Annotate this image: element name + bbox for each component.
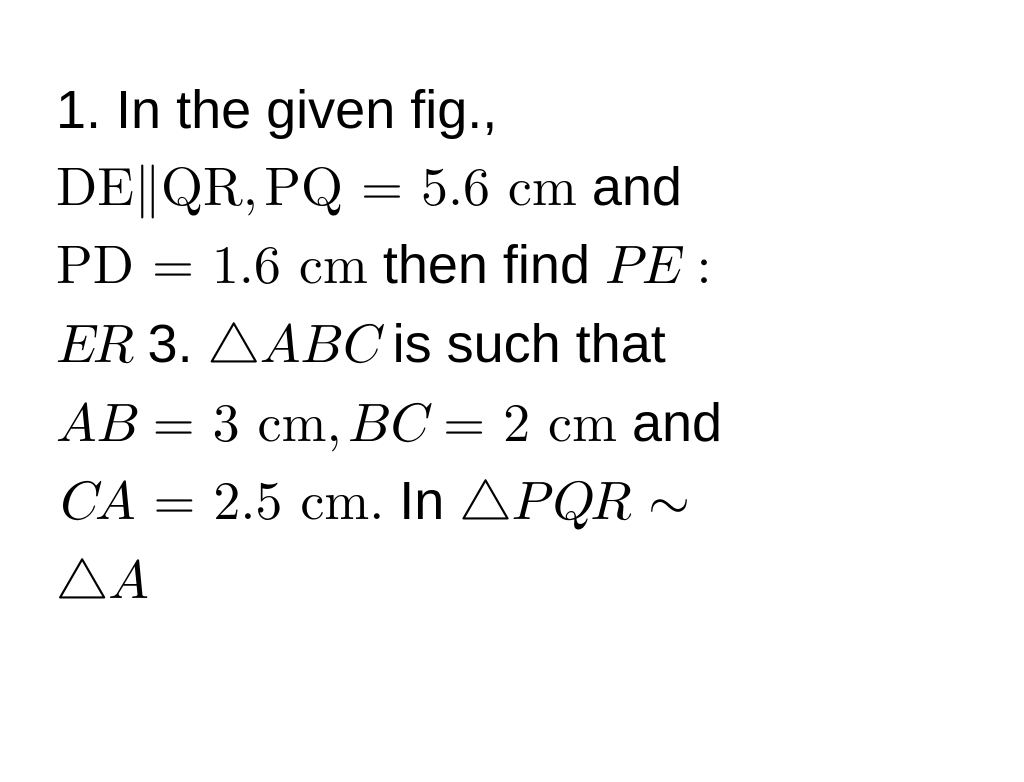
math-parallel: ∥ bbox=[134, 162, 161, 216]
math-1-6: 1.6 bbox=[212, 240, 281, 294]
line-5-tail: and bbox=[617, 393, 722, 453]
line-6-in: In bbox=[384, 471, 459, 531]
math-PQR: PQR bbox=[512, 476, 631, 530]
math-ER: ER bbox=[56, 319, 133, 373]
line-4: ER 3. △ABC is such that bbox=[56, 306, 968, 385]
line-2-tail: and bbox=[577, 157, 682, 217]
math-PD: PD bbox=[56, 240, 134, 294]
math-5-6: 5.6 bbox=[421, 162, 490, 216]
math-cm-5: cm bbox=[282, 476, 369, 530]
math-cm-2: cm bbox=[281, 240, 368, 294]
math-PQ: PQ bbox=[264, 162, 343, 216]
math-3: 3 bbox=[213, 398, 240, 452]
math-period: . bbox=[369, 476, 384, 530]
line-3-mid: then find bbox=[368, 235, 605, 295]
math-similar: ∼ bbox=[630, 476, 690, 530]
math-DE: DE bbox=[56, 162, 134, 216]
triangle-icon-2: △ bbox=[459, 476, 511, 530]
math-colon: : bbox=[679, 240, 712, 294]
line-4-tail: is such that bbox=[378, 314, 666, 374]
math-PE: PE bbox=[605, 240, 679, 294]
line-6: CA = 2.5 cm. In △PQR ∼ bbox=[56, 463, 968, 542]
line-5: AB = 3 cm,BC = 2 cm and bbox=[56, 385, 968, 464]
math-A: A bbox=[108, 555, 149, 609]
math-QR-comma: QR, bbox=[161, 162, 258, 216]
math-2-5: 2.5 bbox=[213, 476, 282, 530]
math-CA: CA bbox=[56, 476, 136, 530]
math-AB: AB bbox=[56, 398, 135, 452]
math-ABC: ABC bbox=[260, 319, 378, 373]
math-eq-3: = bbox=[135, 398, 213, 452]
math-eq-5: = bbox=[136, 476, 214, 530]
math-BC: BC bbox=[348, 398, 425, 452]
triangle-icon-3: △ bbox=[56, 555, 108, 609]
line-2: DE∥QR,PQ = 5.6 cm and bbox=[56, 149, 968, 228]
math-cm-3: cm bbox=[240, 398, 327, 452]
math-eq-1: = bbox=[343, 162, 421, 216]
math-2: 2 bbox=[503, 398, 530, 452]
line-7: △A bbox=[56, 542, 968, 621]
math-eq-4: = bbox=[425, 398, 503, 452]
math-comma: , bbox=[327, 398, 342, 452]
math-cm-1: cm bbox=[490, 162, 577, 216]
math-eq-2: = bbox=[134, 240, 212, 294]
line-1-text: 1. In the given fig., bbox=[56, 80, 497, 140]
triangle-icon-1: △ bbox=[208, 319, 260, 373]
line-4-num: 3. bbox=[133, 314, 208, 374]
problem-text: 1. In the given fig., DE∥QR,PQ = 5.6 cm … bbox=[0, 0, 1024, 621]
math-cm-4: cm bbox=[530, 398, 617, 452]
line-3: PD = 1.6 cm then find PE : bbox=[56, 227, 968, 306]
line-1: 1. In the given fig., bbox=[56, 72, 968, 149]
